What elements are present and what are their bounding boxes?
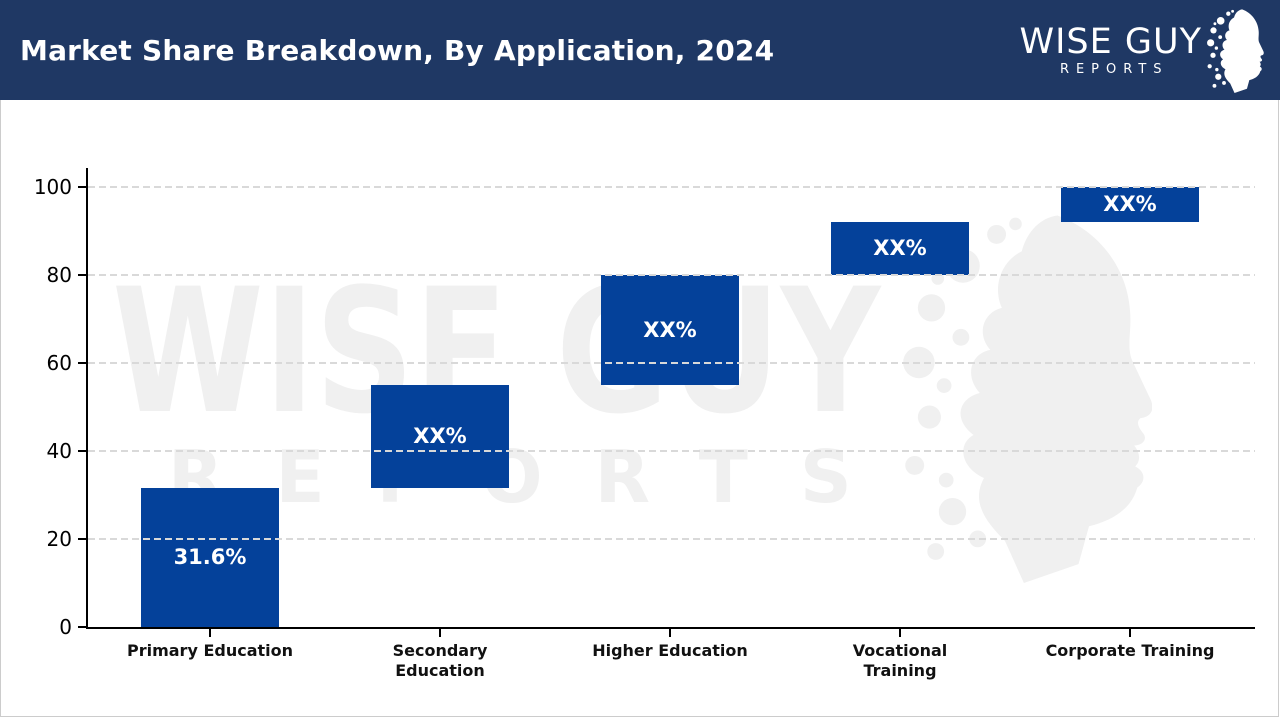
y-tick-label-80: 80	[46, 263, 72, 287]
wise-guy-logo: WISE GUY REPORTS	[1019, 6, 1264, 94]
x-tick-label-line: Primary Education	[126, 641, 294, 660]
bar-value-label-higher-education: XX%	[643, 318, 697, 342]
x-tick-label-line: Education	[395, 661, 485, 680]
y-tick-80	[78, 274, 86, 276]
y-tick-label-0: 0	[59, 615, 72, 639]
dotted-head-profile-icon	[1207, 9, 1264, 93]
bar-secondary-education	[371, 385, 509, 488]
logo-subtext: REPORTS	[1059, 62, 1169, 77]
x-tick-label-corporate-training: Corporate Training	[1015, 641, 1245, 661]
y-tick-label-100: 100	[33, 175, 72, 199]
y-tick-20	[78, 538, 86, 540]
y-tick-60	[78, 362, 86, 364]
watermark-subtext: REPORTS	[168, 435, 904, 519]
bar-value-label-primary-education: 31.6%	[173, 544, 247, 569]
x-tick-label-higher-education: Higher Education	[555, 641, 785, 661]
x-tick-label-line: Higher Education	[592, 641, 748, 660]
bar-higher-education	[601, 275, 739, 385]
gridline-y100	[88, 186, 1255, 188]
gridline-y40	[88, 450, 1255, 452]
x-tick-label-line: Corporate Training	[1045, 641, 1215, 660]
gridline-y20	[88, 538, 1255, 540]
x-tick-label-primary-education: Primary Education	[95, 641, 325, 661]
x-tick-label-line: Training	[863, 661, 937, 680]
y-tick-label-20: 20	[46, 527, 72, 551]
y-axis-spine	[86, 168, 88, 629]
x-tick-label-vocational-training: Vocational Training	[785, 641, 1015, 681]
gridline-y80	[88, 274, 1255, 276]
bar-value-label-vocational-training: XX%	[873, 236, 927, 261]
y-tick-0	[78, 626, 86, 628]
x-tick-primary-education	[209, 629, 211, 637]
y-tick-40	[78, 450, 86, 452]
bar-value-label-corporate-training: XX%	[1103, 192, 1157, 216]
x-tick-label-secondary-education: Secondary Education	[325, 641, 555, 681]
chart-frame	[0, 100, 1279, 717]
logo-wordmark: WISE GUY	[1019, 22, 1202, 62]
x-tick-vocational-training	[899, 629, 901, 637]
bar-primary-education	[141, 487, 279, 627]
y-tick-label-60: 60	[46, 351, 72, 375]
bar-value-label-secondary-education: XX%	[413, 424, 467, 448]
x-tick-label-line: Vocational	[852, 641, 948, 660]
x-tick-corporate-training	[1129, 629, 1131, 637]
x-tick-higher-education	[669, 629, 671, 637]
bar-corporate-training	[1061, 187, 1199, 223]
gridline-y60	[88, 362, 1255, 364]
header: Market Share Breakdown, By Application, …	[0, 0, 1280, 100]
y-tick-label-40: 40	[46, 439, 72, 463]
page-title: Market Share Breakdown, By Application, …	[20, 33, 775, 67]
bar-vocational-training	[831, 222, 969, 275]
x-axis-spine	[86, 627, 1255, 629]
logo-text: WISE GUY REPORTS	[1019, 22, 1202, 78]
x-tick-label-line: Secondary	[392, 641, 488, 660]
y-tick-100	[78, 186, 86, 188]
x-tick-secondary-education	[439, 629, 441, 637]
